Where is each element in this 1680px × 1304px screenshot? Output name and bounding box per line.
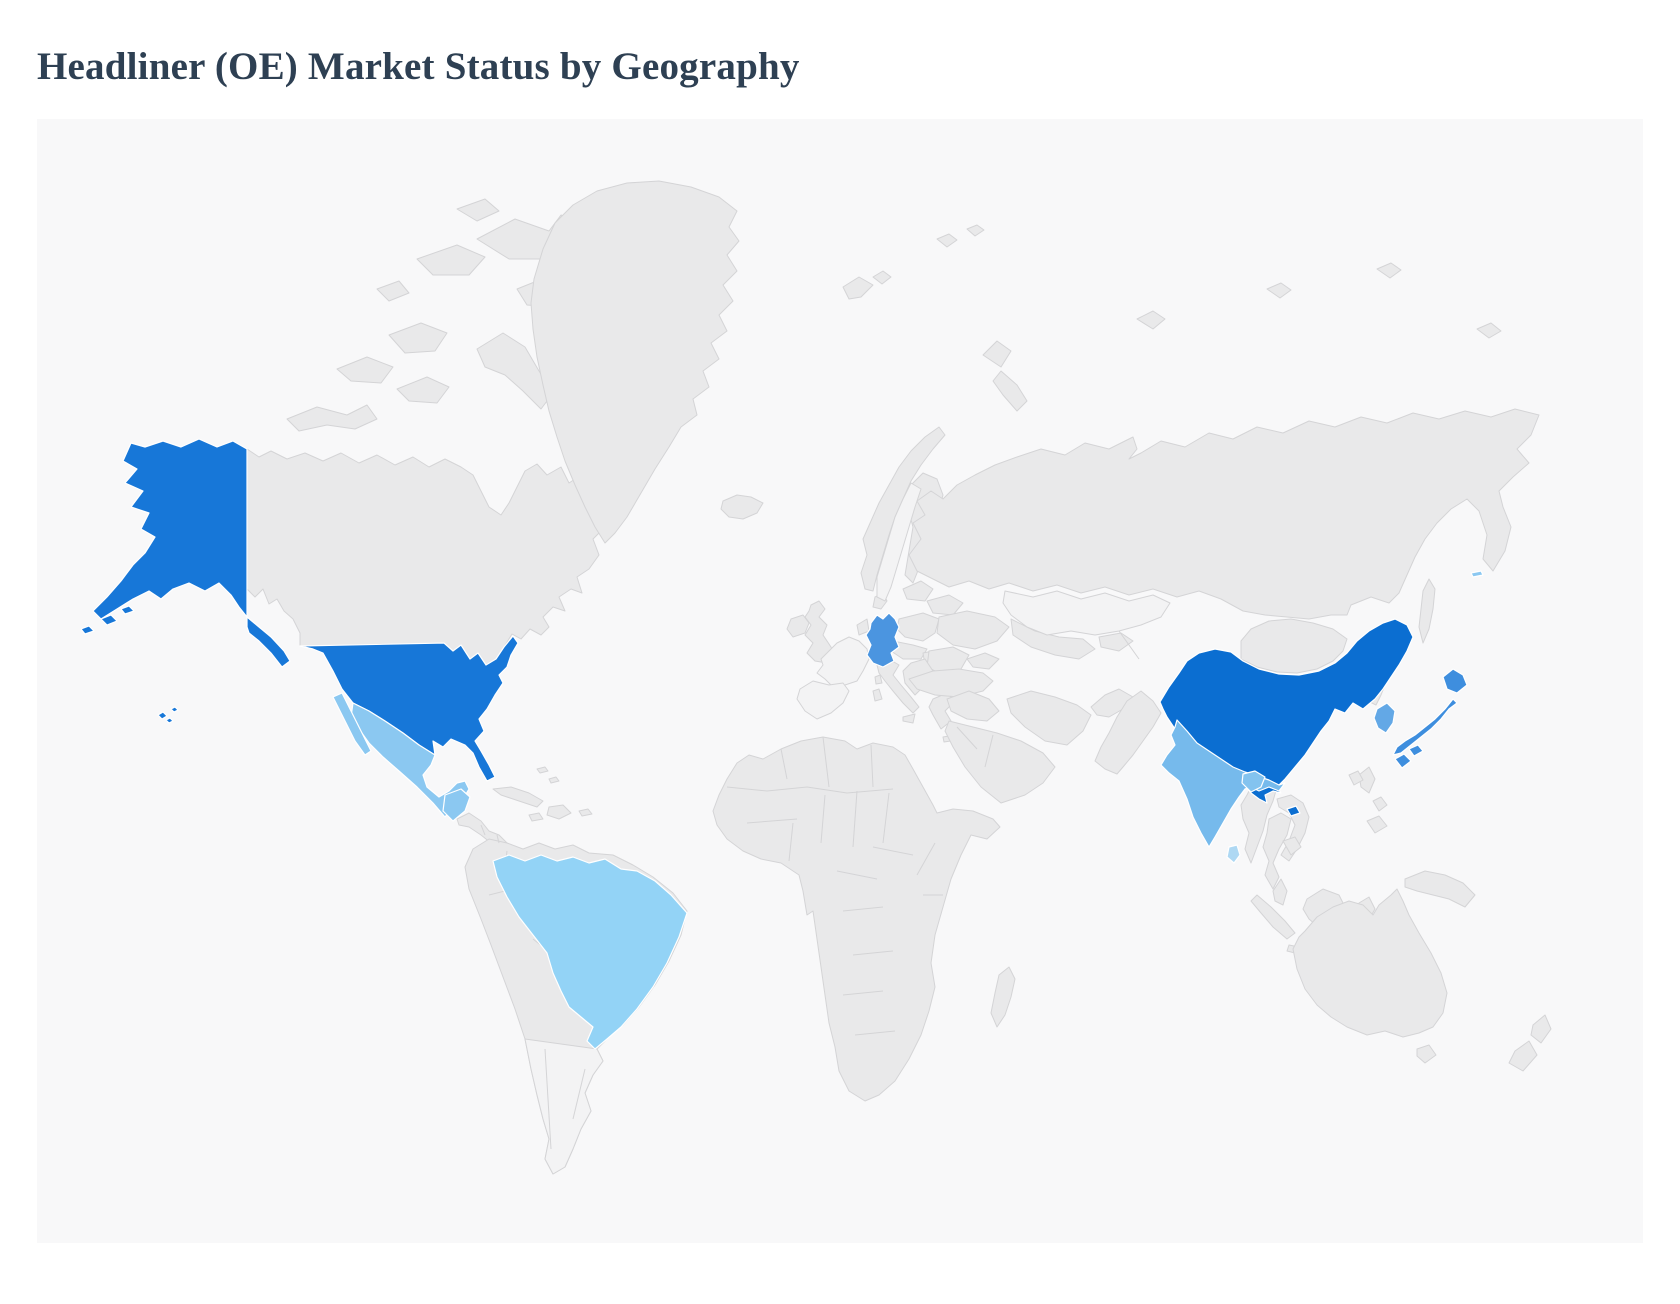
region-bangladesh[interactable] [1241, 770, 1266, 793]
region-south-korea[interactable] [1373, 702, 1396, 734]
region-pakistan[interactable] [1094, 690, 1162, 775]
region-iraq-syria[interactable] [946, 690, 1000, 722]
region-australia[interactable] [1292, 888, 1448, 1038]
region-thailand[interactable] [1262, 812, 1292, 890]
region-brazil[interactable] [492, 854, 688, 1050]
region-corsica[interactable] [874, 674, 883, 685]
region-bahamas[interactable] [536, 766, 549, 774]
region-norway[interactable] [860, 426, 946, 592]
region-guatemala[interactable] [442, 788, 471, 822]
region-turkey[interactable] [908, 668, 994, 698]
region-ireland[interactable] [786, 614, 810, 638]
region-japan-honshu[interactable] [1392, 698, 1458, 756]
region-svalbard[interactable] [842, 276, 874, 300]
region-germany[interactable] [865, 612, 900, 668]
region-baja-california[interactable] [332, 692, 372, 756]
region-aleutian-island[interactable] [100, 614, 118, 626]
region-madagascar[interactable] [990, 966, 1016, 1028]
region-hawaii[interactable] [165, 717, 174, 724]
region-arctic-island[interactable] [456, 198, 500, 222]
region-arctic-island[interactable] [388, 322, 448, 354]
region-argentina[interactable] [524, 1038, 604, 1175]
region-arctic-island[interactable] [936, 233, 958, 248]
region-novaya-zemlya[interactable] [992, 370, 1028, 412]
region-japan-shikoku[interactable] [1408, 744, 1424, 757]
page-title: Headliner (OE) Market Status by Geograph… [37, 45, 800, 88]
world-map-svg [37, 119, 1643, 1243]
region-hawaii[interactable] [170, 706, 179, 713]
region-new-zealand-south[interactable] [1508, 1040, 1538, 1072]
region-baltics[interactable] [902, 580, 934, 602]
region-svalbard[interactable] [872, 270, 892, 285]
region-hainan[interactable] [1286, 805, 1301, 817]
region-arctic-island[interactable] [286, 404, 378, 432]
region-philippines[interactable] [1372, 796, 1388, 812]
region-poland[interactable] [896, 612, 940, 642]
region-hawaii[interactable] [157, 711, 168, 720]
region-japan-kyushu[interactable] [1394, 753, 1412, 769]
region-aleutian-island[interactable] [80, 625, 95, 635]
region-greenland[interactable] [530, 180, 740, 544]
region-mongolia[interactable] [1240, 618, 1348, 674]
region-iberia[interactable] [796, 680, 850, 720]
land-alt [524, 482, 1171, 1175]
region-new-guinea[interactable] [1404, 870, 1476, 908]
region-tasmania[interactable] [1416, 1044, 1437, 1064]
region-arctic-island[interactable] [1136, 310, 1166, 330]
region-sardinia[interactable] [872, 688, 883, 702]
region-russia[interactable] [908, 408, 1540, 620]
region-new-zealand-north[interactable] [1530, 1014, 1552, 1044]
highlighted-regions [80, 438, 1484, 1050]
geo-chart [37, 119, 1643, 1243]
region-sri-lanka[interactable] [1226, 844, 1241, 864]
region-japan-hokkaido[interactable] [1442, 668, 1468, 694]
region-wrangel[interactable] [1476, 322, 1502, 339]
region-arctic-island[interactable] [376, 280, 410, 302]
region-iran[interactable] [1006, 690, 1092, 746]
region-iceland[interactable] [720, 494, 764, 520]
region-philippines[interactable] [1366, 815, 1388, 834]
region-belarus[interactable] [926, 594, 964, 616]
region-ukraine[interactable] [936, 610, 1010, 650]
region-sicily[interactable] [902, 713, 916, 724]
region-africa[interactable] [712, 736, 1001, 1102]
region-france[interactable] [816, 636, 870, 688]
region-italy[interactable] [876, 658, 920, 714]
region-arctic-island[interactable] [336, 356, 394, 384]
region-kyrgyzstan[interactable] [1098, 632, 1134, 652]
region-malaysia[interactable] [1272, 878, 1288, 906]
region-arctic-island[interactable] [1266, 282, 1292, 299]
region-kazakhstan[interactable] [1002, 590, 1171, 636]
land-default [246, 180, 1552, 1175]
region-mexico[interactable] [350, 702, 470, 818]
region-india[interactable] [1160, 719, 1286, 848]
region-puerto-rico[interactable] [578, 808, 593, 817]
region-saudi-arabia[interactable] [944, 720, 1056, 804]
region-philippines[interactable] [1358, 766, 1376, 794]
region-jamaica[interactable] [528, 812, 544, 822]
region-caucasus[interactable] [966, 652, 1000, 670]
region-arctic-island[interactable] [396, 376, 450, 404]
region-kuril-island[interactable] [1470, 570, 1484, 578]
region-sumatra[interactable] [1250, 894, 1296, 940]
region-bahamas[interactable] [548, 776, 560, 784]
region-hispaniola[interactable] [546, 804, 572, 820]
region-arctic-island[interactable] [1376, 262, 1402, 279]
region-sakhalin[interactable] [1418, 578, 1436, 644]
region-novaya-zemlya[interactable] [982, 340, 1012, 368]
region-cambodia[interactable] [1282, 836, 1302, 856]
region-cuba[interactable] [492, 786, 544, 808]
region-arctic-island[interactable] [966, 224, 985, 237]
region-arctic-island[interactable] [416, 244, 486, 276]
region-sweden[interactable] [876, 482, 922, 602]
region-aleutian-island[interactable] [120, 605, 135, 615]
region-taiwan[interactable] [1348, 770, 1364, 786]
